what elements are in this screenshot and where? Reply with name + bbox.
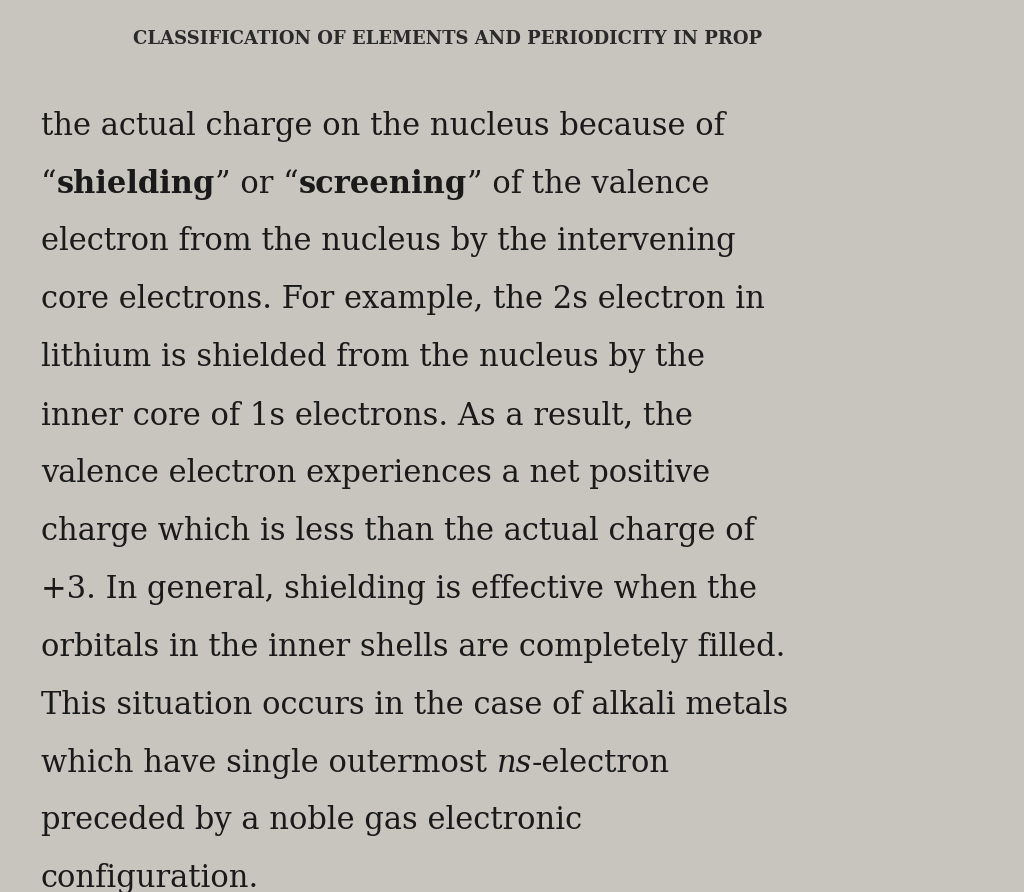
Text: core electrons. For example, the 2s electron in: core electrons. For example, the 2s elec… bbox=[41, 285, 765, 316]
Text: to: to bbox=[995, 169, 1024, 200]
Text: configuration.: configuration. bbox=[41, 863, 259, 892]
Text: s: s bbox=[995, 690, 1011, 721]
Text: r: r bbox=[995, 632, 1010, 663]
Text: c: c bbox=[995, 805, 1013, 837]
Text: This situation occurs in the case of alkali metals: This situation occurs in the case of alk… bbox=[41, 690, 788, 721]
Bar bbox=[916, 0, 1024, 851]
Text: ” of the valence: ” of the valence bbox=[467, 169, 710, 200]
Text: which have single outermost: which have single outermost bbox=[41, 747, 497, 779]
Text: e: e bbox=[995, 285, 1014, 316]
Text: ns: ns bbox=[497, 747, 531, 779]
Text: the actual charge on the nucleus because of: the actual charge on the nucleus because… bbox=[41, 111, 725, 142]
Text: c: c bbox=[995, 401, 1013, 431]
Text: shielding: shielding bbox=[56, 169, 215, 200]
Text: “: “ bbox=[41, 169, 56, 200]
Text: electron from the nucleus by the intervening: electron from the nucleus by the interve… bbox=[41, 227, 735, 258]
Text: screening: screening bbox=[299, 169, 467, 200]
Text: i: i bbox=[995, 574, 1006, 605]
Text: is: is bbox=[995, 343, 1021, 373]
Text: CLASSIFICATION OF ELEMENTS AND PERIODICITY IN PROP: CLASSIFICATION OF ELEMENTS AND PERIODICI… bbox=[133, 29, 762, 48]
Text: inner core of 1s electrons. As a result, the: inner core of 1s electrons. As a result,… bbox=[41, 401, 693, 431]
Text: to: to bbox=[995, 111, 1024, 142]
Text: lithium is shielded from the nucleus by the: lithium is shielded from the nucleus by … bbox=[41, 343, 705, 373]
Text: charge which is less than the actual charge of: charge which is less than the actual cha… bbox=[41, 516, 755, 547]
Text: t: t bbox=[995, 458, 1008, 489]
Text: d: d bbox=[995, 516, 1015, 547]
Text: ” or “: ” or “ bbox=[215, 169, 299, 200]
Text: +3. In general, shielding is effective when the: +3. In general, shielding is effective w… bbox=[41, 574, 757, 605]
Text: -electron: -electron bbox=[531, 747, 670, 779]
Text: orbitals in the inner shells are completely filled.: orbitals in the inner shells are complet… bbox=[41, 632, 785, 663]
Text: T: T bbox=[995, 227, 1016, 258]
Text: valence electron experiences a net positive: valence electron experiences a net posit… bbox=[41, 458, 710, 489]
Text: n: n bbox=[995, 747, 1015, 779]
Text: preceded by a noble gas electronic: preceded by a noble gas electronic bbox=[41, 805, 582, 837]
